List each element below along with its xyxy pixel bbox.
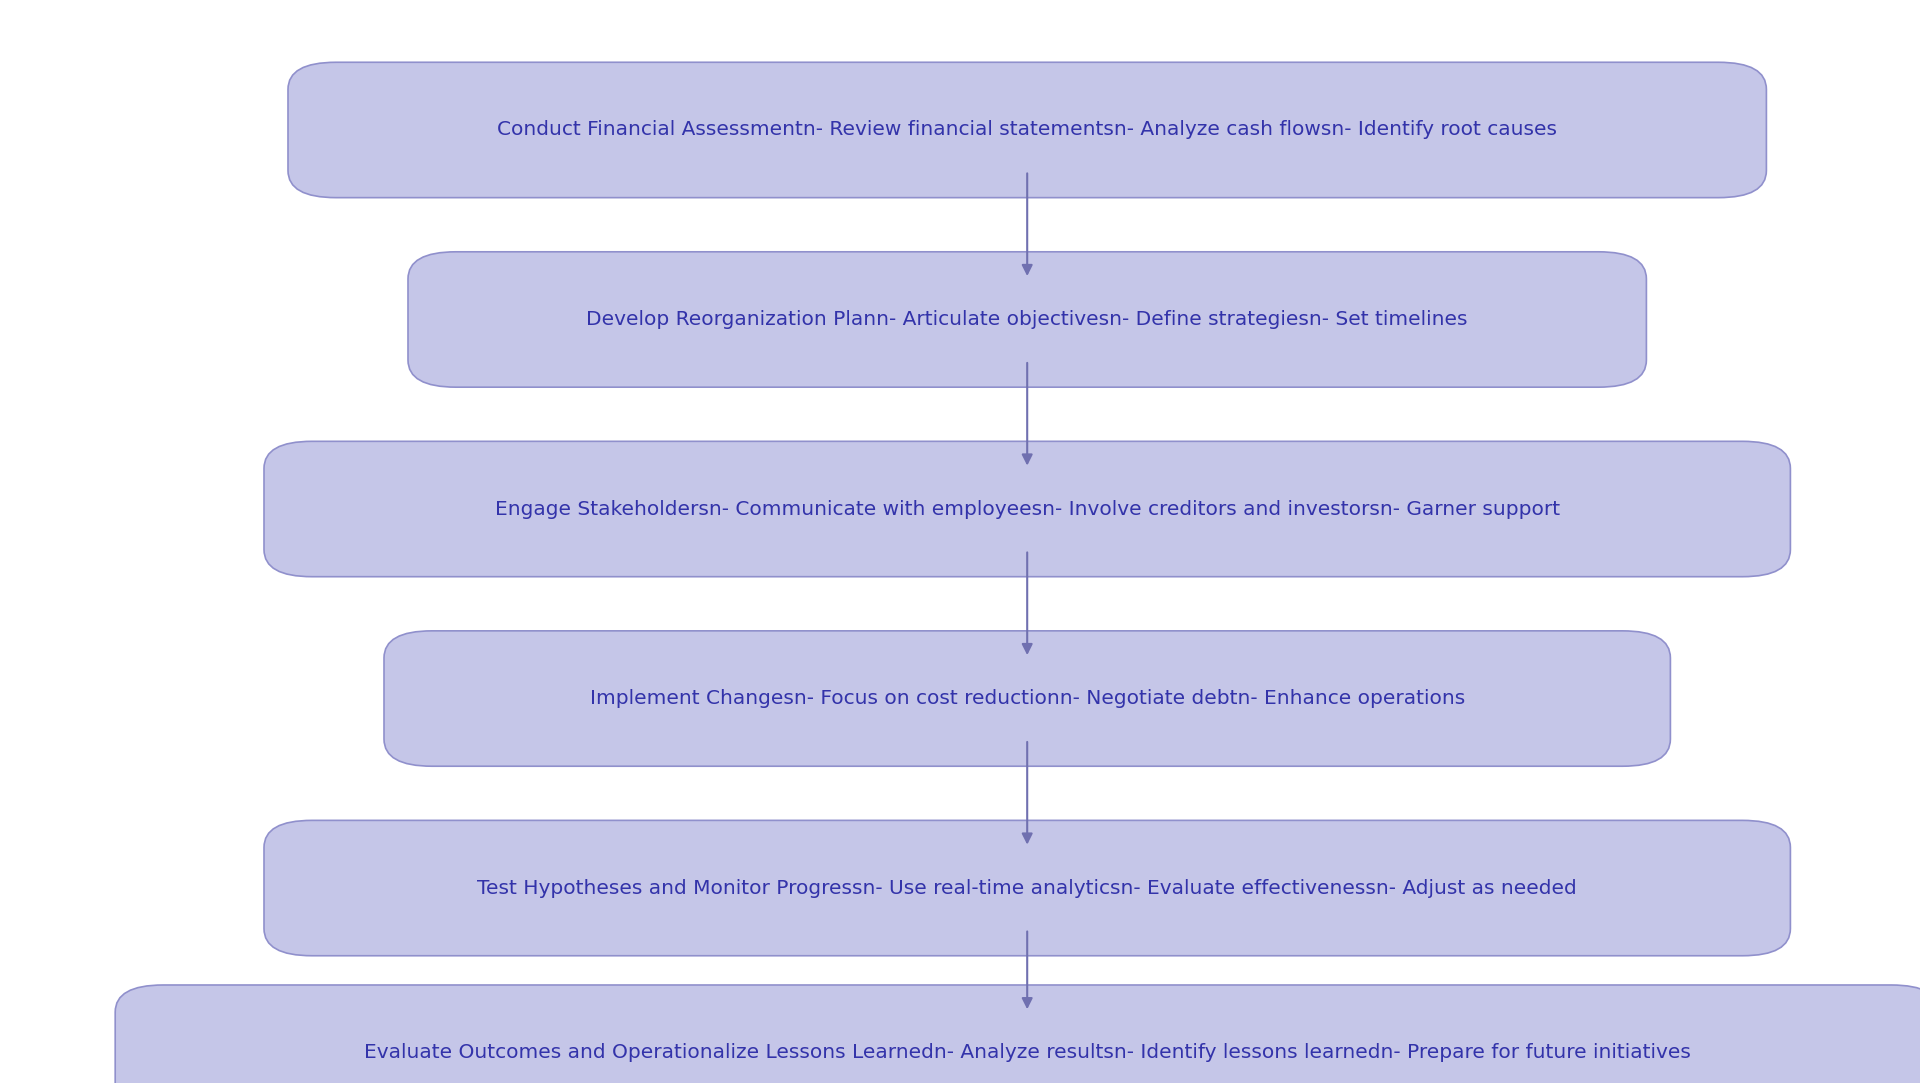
Text: Test Hypotheses and Monitor Progressn- Use real-time analyticsn- Evaluate effect: Test Hypotheses and Monitor Progressn- U… [478,878,1576,898]
Text: Develop Reorganization Plann- Articulate objectivesn- Define strategiesn- Set ti: Develop Reorganization Plann- Articulate… [586,310,1469,329]
Text: Engage Stakeholdersn- Communicate with employeesn- Involve creditors and investo: Engage Stakeholdersn- Communicate with e… [495,499,1559,519]
FancyBboxPatch shape [265,821,1789,956]
FancyBboxPatch shape [384,630,1670,767]
FancyBboxPatch shape [265,442,1789,576]
FancyBboxPatch shape [115,986,1920,1083]
Text: Evaluate Outcomes and Operationalize Lessons Learnedn- Analyze resultsn- Identif: Evaluate Outcomes and Operationalize Les… [363,1043,1692,1062]
Text: Conduct Financial Assessmentn- Review financial statementsn- Analyze cash flowsn: Conduct Financial Assessmentn- Review fi… [497,120,1557,140]
FancyBboxPatch shape [288,63,1766,198]
FancyBboxPatch shape [409,252,1647,388]
Text: Implement Changesn- Focus on cost reductionn- Negotiate debtn- Enhance operation: Implement Changesn- Focus on cost reduct… [589,689,1465,708]
